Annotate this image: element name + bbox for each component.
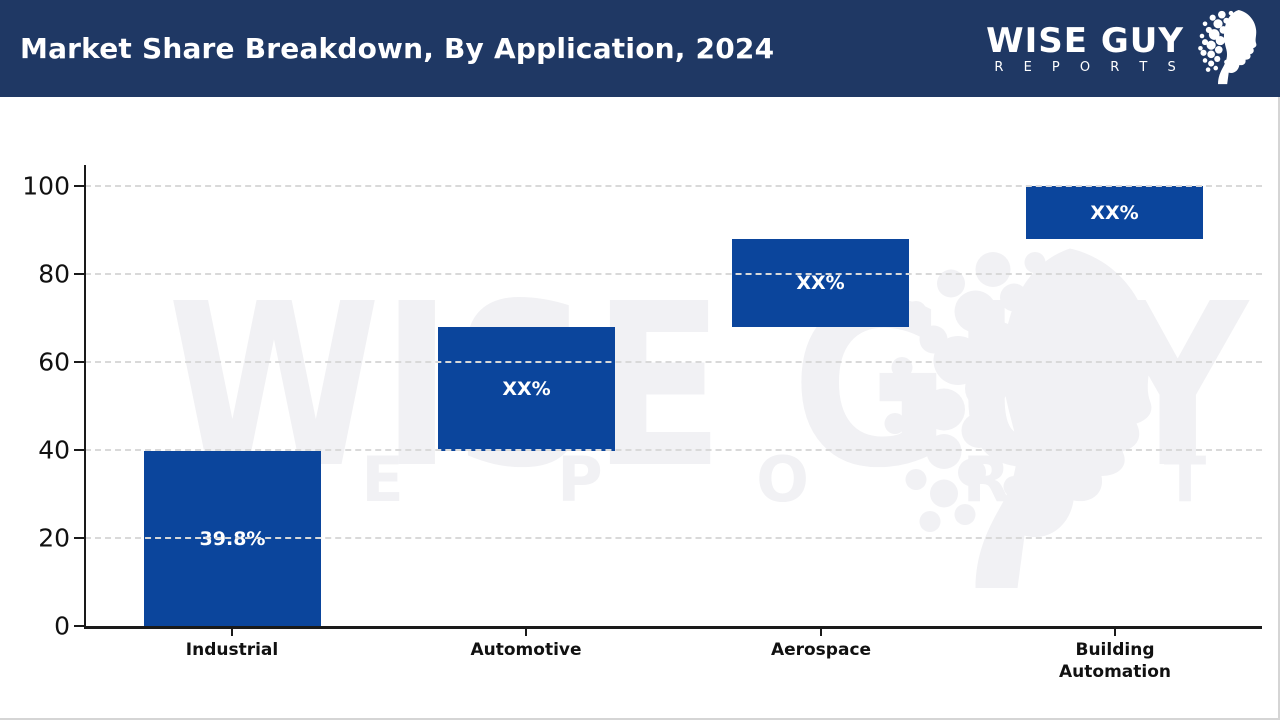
x-axis-category-label: Building Automation: [1059, 640, 1171, 683]
wiseguy-face-icon: [1188, 7, 1274, 91]
gridline-60: [85, 361, 1262, 363]
x-axis-category-label: Automotive: [470, 640, 582, 660]
x-axis-category-label: Industrial: [185, 640, 279, 660]
x-axis-tick: [1114, 628, 1116, 636]
x-axis-tick: [231, 628, 233, 636]
x-axis-tick: [820, 628, 822, 636]
y-axis-tick: [74, 185, 84, 187]
wiseguy-logo-text: WISE GUY R E P O R T S: [986, 24, 1184, 74]
chart-area: WISE GUY R E P O R T S 39.8%IndustrialXX…: [0, 97, 1280, 720]
bar-value-label: XX%: [502, 378, 551, 400]
y-axis-tick-label: 100: [22, 171, 70, 201]
gridline-80: [85, 273, 1262, 275]
wiseguy-logo: WISE GUY R E P O R T S: [986, 7, 1280, 91]
gridline-40: [85, 449, 1262, 451]
chart-title: Market Share Breakdown, By Application, …: [20, 32, 775, 65]
x-axis-tick: [525, 628, 527, 636]
y-axis-tick-label: 40: [38, 435, 70, 465]
y-axis-line: [84, 165, 86, 629]
logo-subtitle: R E P O R T S: [994, 59, 1184, 75]
bar-aerospace: XX%: [732, 239, 909, 327]
bar-value-label: XX%: [1090, 201, 1139, 224]
y-axis-tick-label: 20: [38, 523, 70, 553]
gridline-100: [85, 185, 1262, 187]
logo-wordmark: WISE GUY: [986, 20, 1184, 61]
y-axis-tick: [74, 449, 84, 451]
y-axis-tick: [74, 625, 84, 627]
header-bar: Market Share Breakdown, By Application, …: [0, 0, 1280, 97]
x-axis-category-label: Aerospace: [770, 640, 872, 660]
y-axis-tick: [74, 273, 84, 275]
bar-automotive: XX%: [438, 327, 615, 451]
y-axis-tick-label: 80: [38, 259, 70, 289]
y-axis-tick: [74, 361, 84, 363]
x-axis-line: [84, 626, 1262, 629]
gridline-20: [85, 537, 1262, 539]
y-axis-tick: [74, 537, 84, 539]
plot-region: 39.8% Industrial XX% Automotive XX% Aerospace…: [0, 97, 1278, 718]
y-axis-tick-label: 0: [54, 611, 70, 641]
y-axis-tick-label: 60: [38, 347, 70, 377]
bar-value-label: XX%: [796, 272, 845, 294]
bar-building-automation: XX%: [1026, 186, 1203, 239]
